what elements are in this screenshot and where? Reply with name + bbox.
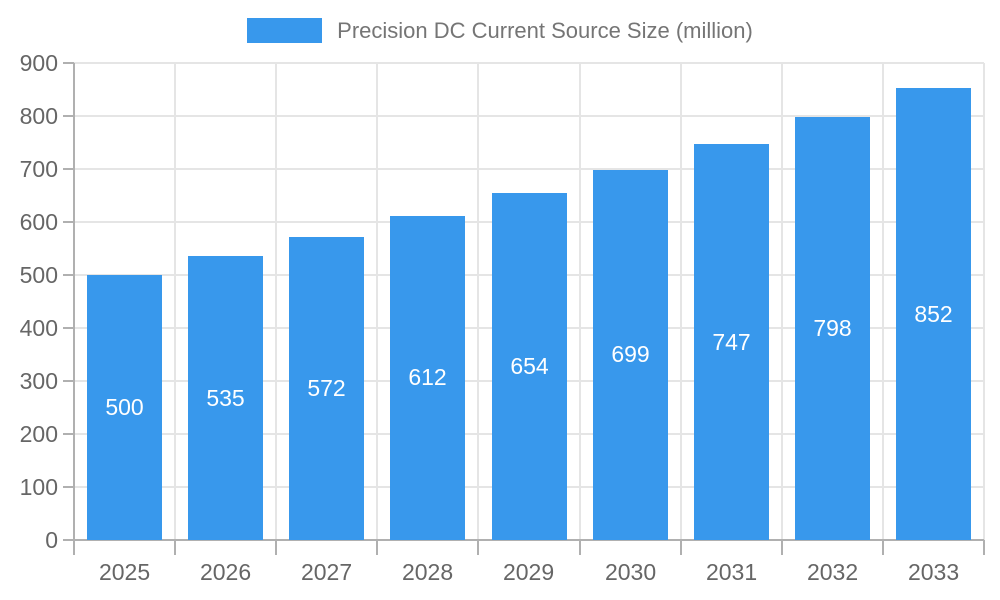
bar-2029[interactable]: 654 xyxy=(492,193,567,540)
x-axis-label: 2025 xyxy=(98,559,151,585)
y-axis-tick xyxy=(63,274,74,276)
y-axis-tick xyxy=(63,327,74,329)
bar-value-label: 798 xyxy=(813,315,852,342)
bar-value-label: 500 xyxy=(105,394,144,420)
gridline-vertical xyxy=(679,63,682,540)
bar-value-label: 654 xyxy=(510,353,549,380)
y-axis-tick xyxy=(63,433,74,435)
x-axis-tick xyxy=(376,540,379,555)
x-axis-label: 2031 xyxy=(705,559,758,585)
bar-2030[interactable]: 699 xyxy=(593,169,668,540)
legend: Precision DC Current Source Size (millio… xyxy=(0,18,1000,43)
y-axis-tick xyxy=(63,62,74,64)
y-axis-tick xyxy=(63,539,74,541)
x-axis-tick xyxy=(174,540,177,555)
legend-label: Precision DC Current Source Size (millio… xyxy=(337,18,753,43)
bar-value-label: 699 xyxy=(611,341,650,368)
x-axis-label: 2027 xyxy=(300,559,353,585)
x-axis-label: 2029 xyxy=(502,559,555,585)
bar-value-label: 535 xyxy=(206,384,245,411)
y-axis-label: 700 xyxy=(19,156,58,182)
x-axis-tick xyxy=(881,540,884,555)
x-axis-label: 2032 xyxy=(806,559,859,585)
gridline-vertical xyxy=(275,63,278,540)
y-axis-label: 600 xyxy=(19,209,58,235)
gridline-horizontal xyxy=(74,168,984,170)
bar-2026[interactable]: 535 xyxy=(188,256,263,540)
y-axis-tick xyxy=(63,168,74,170)
bar-value-label: 852 xyxy=(914,300,953,327)
y-axis-line xyxy=(73,63,75,555)
y-axis-label: 400 xyxy=(19,315,58,341)
gridline-vertical xyxy=(578,63,581,540)
x-axis-tick xyxy=(275,540,278,555)
legend-item[interactable]: Precision DC Current Source Size (millio… xyxy=(247,18,753,43)
y-axis-tick xyxy=(63,221,74,223)
gridline-vertical xyxy=(376,63,379,540)
bar-value-label: 747 xyxy=(712,328,751,355)
gridline-vertical xyxy=(780,63,783,540)
bar-2025[interactable]: 500 xyxy=(87,275,162,540)
y-axis-label: 0 xyxy=(45,527,58,553)
bar-2032[interactable]: 798 xyxy=(795,117,870,540)
x-axis-tick xyxy=(679,540,682,555)
x-axis-label: 2030 xyxy=(604,559,657,585)
y-axis-label: 900 xyxy=(19,50,58,76)
bar-value-label: 572 xyxy=(307,374,346,401)
bar-2031[interactable]: 747 xyxy=(694,144,769,540)
gridline-vertical xyxy=(174,63,177,540)
x-axis-tick xyxy=(983,540,985,555)
x-axis-tick xyxy=(477,540,480,555)
x-axis-tick xyxy=(780,540,783,555)
y-axis-tick xyxy=(63,486,74,488)
x-axis-tick xyxy=(578,540,581,555)
y-axis-label: 100 xyxy=(19,474,58,500)
x-axis-label: 2026 xyxy=(199,559,252,585)
x-axis-label: 2033 xyxy=(907,559,960,585)
bar-2028[interactable]: 612 xyxy=(390,215,465,540)
x-axis-line xyxy=(73,539,984,541)
gridline-vertical xyxy=(477,63,480,540)
y-axis-label: 800 xyxy=(19,103,58,129)
gridline-vertical xyxy=(983,63,985,540)
y-axis-tick xyxy=(63,380,74,382)
bar-value-label: 612 xyxy=(408,364,447,391)
y-axis-label: 300 xyxy=(19,368,58,394)
y-axis-tick xyxy=(63,115,74,117)
gridline-vertical xyxy=(881,63,884,540)
gridline-horizontal xyxy=(74,115,984,117)
bar-2027[interactable]: 572 xyxy=(289,236,364,540)
y-axis-label: 500 xyxy=(19,262,58,288)
y-axis-label: 200 xyxy=(19,421,58,447)
bar-2033[interactable]: 852 xyxy=(896,88,971,540)
gridline-horizontal xyxy=(74,62,984,64)
x-axis-label: 2028 xyxy=(401,559,454,585)
legend-swatch xyxy=(247,18,323,43)
